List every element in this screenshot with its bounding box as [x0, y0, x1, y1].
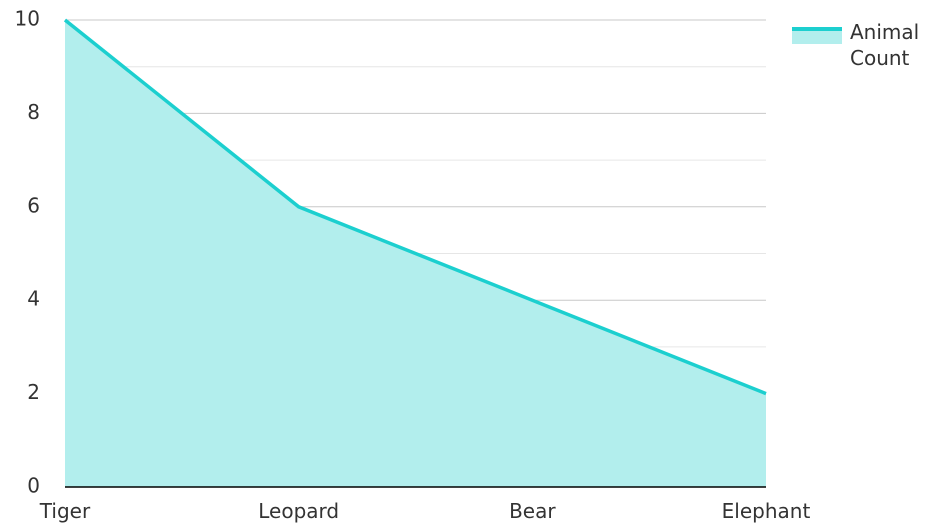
x-tick-label: Bear	[509, 499, 556, 523]
legend-label: Animal Count	[850, 20, 920, 70]
x-tick-label: Tiger	[39, 499, 91, 523]
series-line-animal-count	[63, 18, 767, 396]
y-tick-label: 10	[15, 7, 40, 31]
x-tick-label: Leopard	[258, 499, 339, 523]
area-fill-animal-count	[65, 20, 766, 487]
y-axis-ticks: 0 2 4 6 8 10	[15, 7, 40, 498]
y-tick-label: 4	[27, 287, 40, 311]
y-tick-label: 6	[27, 193, 40, 217]
legend: Animal Count	[792, 19, 930, 71]
y-tick-label: 0	[27, 474, 40, 498]
y-tick-label: 2	[27, 380, 40, 404]
y-tick-label: 8	[27, 100, 40, 124]
x-axis-ticks: Tiger Leopard Bear Elephant	[39, 499, 811, 523]
legend-swatch	[792, 22, 842, 44]
x-tick-label: Elephant	[722, 499, 811, 523]
